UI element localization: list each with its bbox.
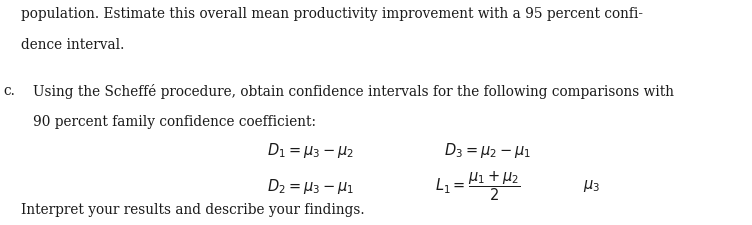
Text: $D_3 = \mu_2 - \mu_1$: $D_3 = \mu_2 - \mu_1$ [444,140,531,159]
Text: dence interval.: dence interval. [21,38,124,52]
Text: $D_1 = \mu_3 - \mu_2$: $D_1 = \mu_3 - \mu_2$ [267,140,354,159]
Text: $D_2 = \mu_3 - \mu_1$: $D_2 = \mu_3 - \mu_1$ [267,176,354,195]
Text: population. Estimate this overall mean productivity improvement with a 95 percen: population. Estimate this overall mean p… [21,7,643,21]
Text: c.: c. [4,83,16,97]
Text: $\mu_3$: $\mu_3$ [583,178,600,194]
Text: Interpret your results and describe your findings.: Interpret your results and describe your… [21,202,365,216]
Text: 90 percent family confidence coefficient:: 90 percent family confidence coefficient… [33,115,316,129]
Text: $L_1 = \dfrac{\mu_1 + \mu_2}{2}$: $L_1 = \dfrac{\mu_1 + \mu_2}{2}$ [435,169,520,202]
Text: Using the Scheffé procedure, obtain confidence intervals for the following compa: Using the Scheffé procedure, obtain conf… [33,83,674,98]
